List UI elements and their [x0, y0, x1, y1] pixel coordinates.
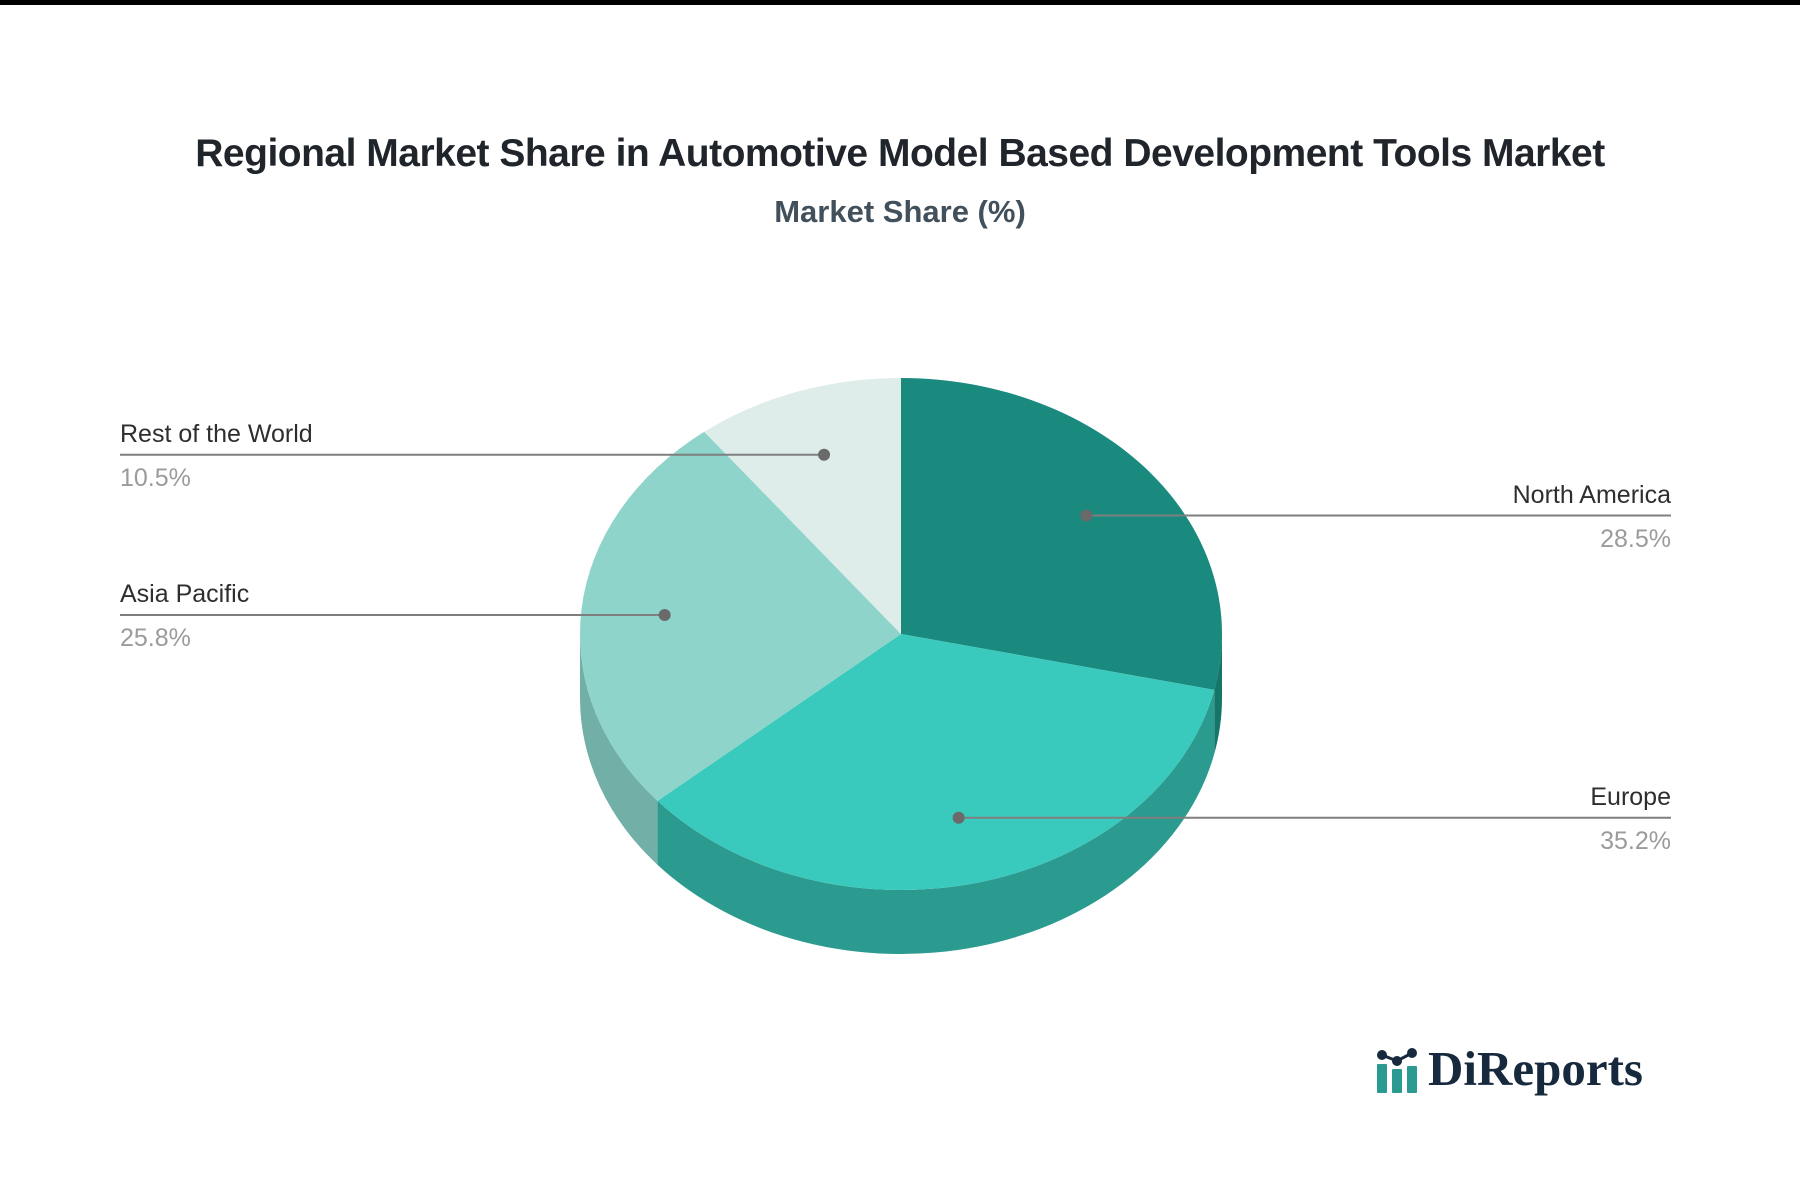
pie-slice-europe[interactable]	[657, 634, 1215, 890]
label-rest-of-world: Rest of the World 10.5%	[120, 419, 680, 493]
direports-bar-chart-icon	[1376, 1048, 1417, 1093]
label-value: 10.5%	[120, 463, 191, 492]
pie-3d-walls	[580, 634, 1222, 955]
label-name: Europe	[1590, 782, 1671, 811]
label-north-america: North America 28.5%	[1111, 480, 1671, 554]
label-name: Rest of the World	[120, 419, 313, 448]
label-value: 35.2%	[1600, 826, 1671, 855]
pie-side-2	[580, 634, 658, 865]
label-name: North America	[1512, 480, 1671, 509]
logo-text: DiReports	[1427, 1041, 1643, 1096]
label-asia-pacific: Asia Pacific 25.8%	[120, 579, 680, 653]
label-value: 28.5%	[1600, 524, 1671, 553]
pie-slices	[580, 378, 1222, 890]
pie-slice-asia-pacific[interactable]	[580, 431, 901, 801]
pie-slice-rest-of-the-world[interactable]	[704, 378, 901, 634]
pie-leader-lines	[120, 448, 1671, 824]
page-title: Regional Market Share in Automotive Mode…	[195, 132, 1605, 175]
label-europe: Europe 35.2%	[1111, 782, 1671, 856]
pie-side-0	[1214, 634, 1222, 754]
leader-dot	[818, 448, 831, 461]
leader-dot	[952, 811, 965, 824]
page-subtitle: Market Share (%)	[774, 194, 1026, 229]
top-border	[0, 0, 1800, 5]
pie-side-1	[657, 689, 1215, 955]
label-name: Asia Pacific	[120, 579, 250, 608]
direports-logo[interactable]: DiReports	[1373, 1042, 1643, 1096]
leader-dot	[1080, 509, 1093, 522]
pie-slice-north-america[interactable]	[901, 378, 1222, 690]
label-value: 25.8%	[120, 623, 191, 652]
leader-dot	[658, 608, 671, 621]
